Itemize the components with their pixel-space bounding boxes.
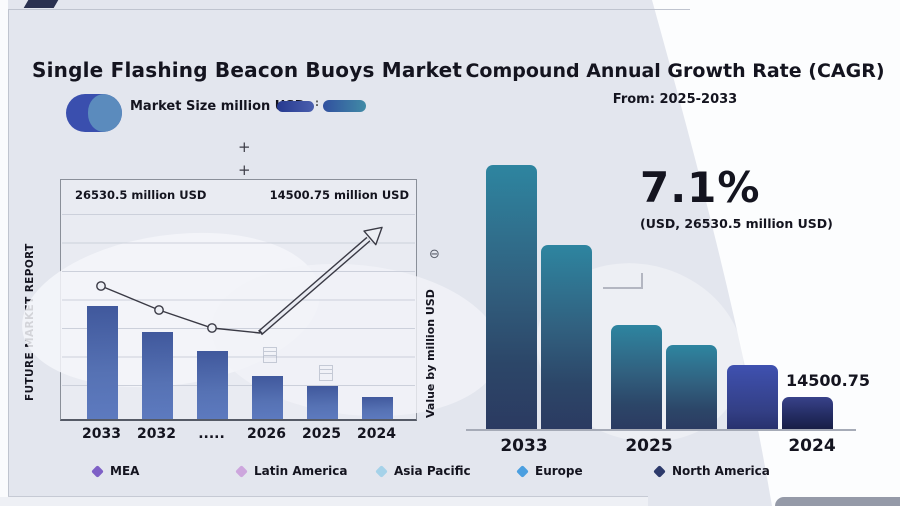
document-icon [319, 365, 333, 381]
legend: MEA Latin America Asia Pacific Europe North … [0, 464, 900, 484]
document-icon [263, 347, 277, 363]
cagr-bar-2025-1 [611, 325, 662, 431]
cagr-note: (USD, 26530.5 million USD) [640, 216, 833, 231]
corner-notch-decoration [23, 0, 59, 8]
legend-label: Europe [535, 464, 583, 478]
plus-mark-icon: + [238, 138, 251, 156]
x-axis-label: 2026 [247, 426, 286, 442]
legend-diamond-icon [235, 464, 248, 478]
legend-item-north-america: North America [653, 464, 770, 478]
plus-mark-icon: + [238, 161, 251, 179]
legend-diamond-icon [516, 464, 529, 478]
frame-hairline-bottom [8, 496, 648, 497]
frame-hairline-left [8, 9, 9, 497]
trend-line-arrow [96, 226, 383, 336]
legend-diamond-icon [91, 464, 104, 478]
market-size-bar-2026 [252, 376, 283, 419]
legend-diamond-icon [653, 464, 666, 478]
x-axis-label: 2024 [357, 426, 396, 442]
x-axis-label: 2024 [788, 436, 836, 456]
pill-decoration-icon [277, 101, 314, 112]
market-size-chart: 26530.5 million USD 14500.75 million USD [12, 179, 509, 430]
market-size-label: Market Size million USD [130, 99, 306, 114]
cagr-chart [470, 150, 860, 431]
step-bracket-decoration [603, 273, 643, 289]
page-frame-left [0, 0, 8, 506]
x-axis-label: 2033 [500, 436, 548, 456]
x-axis-label: 2032 [137, 426, 176, 442]
frame-hairline-top [8, 9, 690, 10]
market-size-bar-2024 [362, 397, 393, 419]
legend-item-asia-pacific: Asia Pacific [375, 464, 471, 478]
page-frame-bottom [0, 497, 648, 506]
legend-item-europe: Europe [516, 464, 583, 478]
market-size-bar-2025 [307, 386, 338, 419]
cagr-bar-2033-2 [541, 245, 592, 431]
cagr-subtitle: From: 2025-2033 [612, 92, 738, 107]
market-size-bar-..... [197, 351, 228, 419]
y-axis-label: Value by million USD [424, 289, 437, 418]
legend-label: North America [672, 464, 770, 478]
x-axis-label: 2025 [302, 426, 341, 442]
bar-value-label: 14500.75 [786, 371, 871, 390]
cagr-value: 7.1% [640, 163, 761, 212]
annotation-start-value: 26530.5 million USD [75, 188, 207, 202]
legend-label: MEA [110, 464, 140, 478]
annotation-end-value: 14500.75 million USD [269, 188, 409, 202]
cagr-bar-2024-1 [727, 365, 778, 431]
toggle-knob-icon [88, 94, 122, 132]
x-axis-label: 2033 [82, 426, 121, 442]
legend-item-latin-america: Latin America [235, 464, 348, 478]
page-title: Single Flashing Beacon Buoys Market [32, 58, 463, 82]
x-axis-label: 2025 [625, 436, 673, 456]
legend-label: Asia Pacific [394, 464, 471, 478]
market-size-bar-2032 [142, 332, 173, 419]
x-axis-label: ..... [198, 426, 225, 442]
bottom-right-decoration [775, 497, 900, 506]
cagr-bar-2033-1 [486, 165, 537, 431]
cagr-bar-2025-2 [666, 345, 717, 431]
market-size-bar-2033 [87, 306, 118, 419]
circled-minus-icon: ⊖ [429, 247, 440, 262]
legend-item-mea: MEA [91, 464, 140, 478]
toggle-pill-icon [66, 94, 122, 132]
x-axis-labels: 2033 2025 2024 [470, 436, 870, 458]
x-axis-labels: 2033 2032..... 2026 2025 2024 [60, 426, 417, 446]
x-axis-line [466, 429, 856, 431]
legend-label: Latin America [254, 464, 348, 478]
pill-decoration-icon [323, 100, 366, 112]
cagr-title: Compound Annual Growth Rate (CAGR) [465, 60, 885, 82]
pill-separator: : [315, 98, 319, 109]
cagr-bar-2024-2 [782, 397, 833, 431]
legend-diamond-icon [375, 464, 388, 478]
